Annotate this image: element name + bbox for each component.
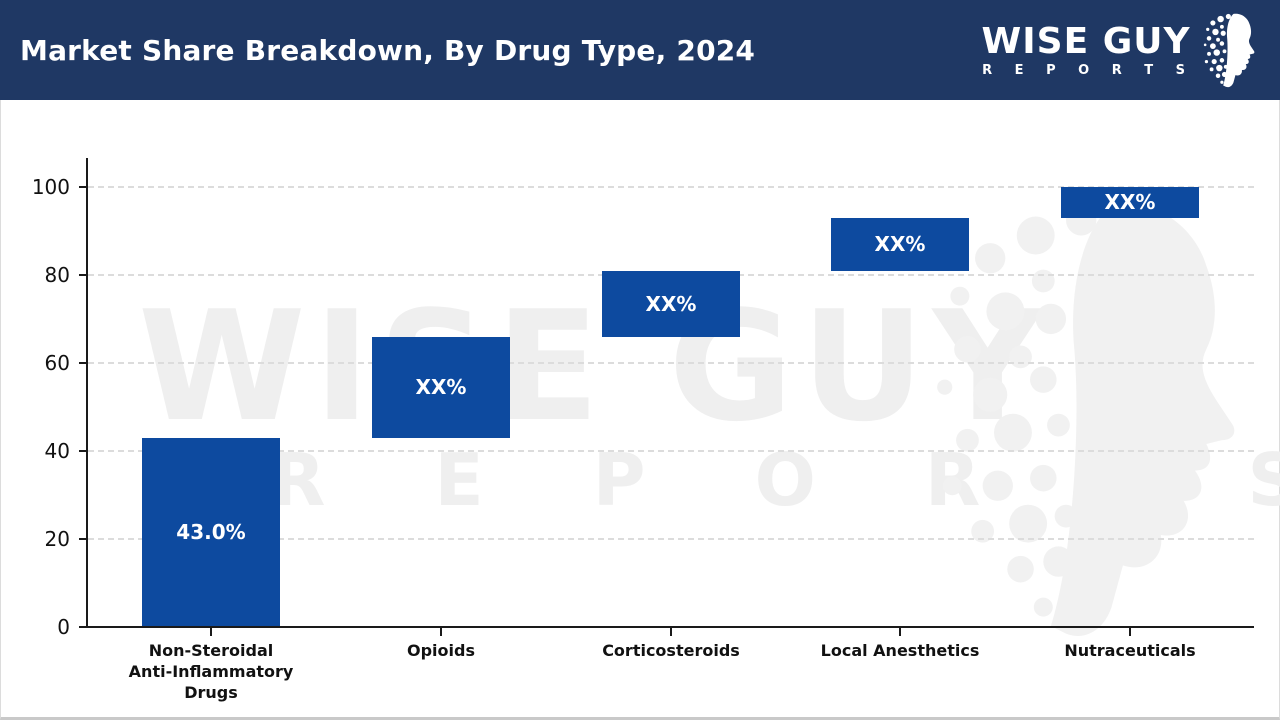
y-tick-mark [79,450,87,452]
bar-1: 43.0% [142,437,280,627]
x-tick-mark [210,628,212,636]
logo-wordmark-line2: R E P O R T S [982,62,1194,78]
y-tick-label-80: 80 [44,263,70,287]
y-tick-mark [79,362,87,364]
y-tick-mark [79,538,87,540]
category-label-4: Local Anesthetics [820,641,980,660]
y-tick-mark [79,186,87,188]
category-label-3: Corticosteroids [602,641,740,660]
plot-area: 43.0% XX% XX% XX% XX% [88,160,1254,627]
bar-value-label: 43.0% [176,520,246,545]
y-axis [86,158,88,627]
y-tick-label-60: 60 [44,351,70,375]
bar-4: XX% [831,217,969,271]
category-label-2: Opioids [407,641,475,660]
y-tick-label-100: 100 [31,175,70,199]
brand-logo: WISE GUY R E P O R T S [978,10,1262,90]
gridline-y100 [88,186,1254,188]
bar-2: XX% [372,336,510,438]
gridline-y20 [88,538,1254,540]
category-label-1: Non-Steroidal Anti-Inflammatory Drugs [128,641,294,703]
x-tick-mark [1129,628,1131,636]
header-bar: Market Share Breakdown, By Drug Type, 20… [0,0,1280,100]
y-tick-label-40: 40 [44,439,70,463]
y-tick-label-0: 0 [57,615,70,639]
x-axis [86,626,1254,628]
x-tick-mark [440,628,442,636]
x-tick-mark [670,628,672,636]
bar-value-label: XX% [874,232,926,257]
y-tick-mark [79,274,87,276]
bar-5: XX% [1061,187,1199,218]
page-title: Market Share Breakdown, By Drug Type, 20… [20,33,756,67]
x-tick-mark [899,628,901,636]
category-label-5: Nutraceuticals [1064,641,1196,660]
bar-value-label: XX% [1104,190,1156,215]
bar-3: XX% [602,270,740,337]
logo-wordmark-line1: WISE GUY [981,20,1191,62]
y-tick-mark [79,626,87,628]
logo-wordmark: WISE GUY R E P O R T S [978,20,1194,78]
bar-value-label: XX% [415,375,467,400]
watermark-wordmark: WISE GUY [138,278,1051,455]
bar-value-label: XX% [645,291,697,316]
gridline-y60 [88,362,1254,364]
gridline-y40 [88,450,1254,452]
y-tick-label-20: 20 [44,527,70,551]
